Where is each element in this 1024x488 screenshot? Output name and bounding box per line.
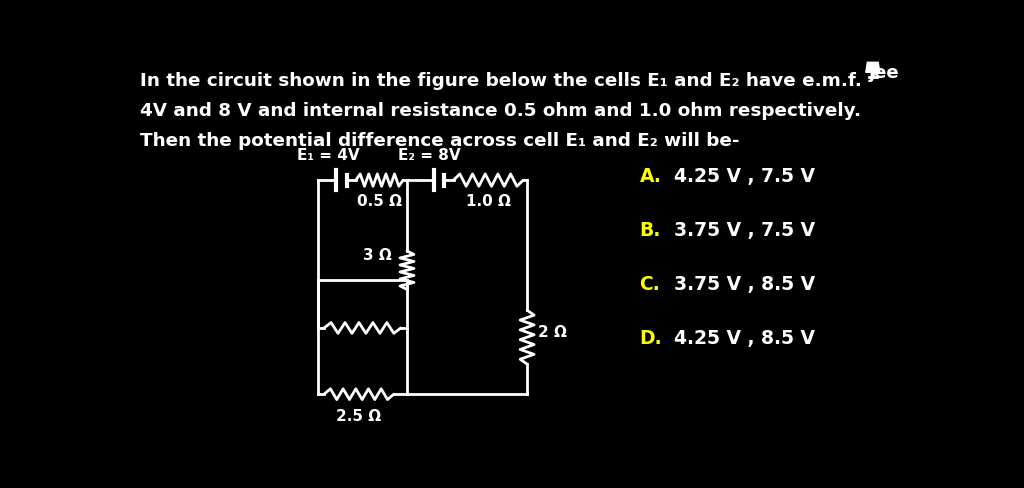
Text: E₂ = 8V: E₂ = 8V [398,148,461,163]
Text: Then the potential difference across cell E₁ and E₂ will be-: Then the potential difference across cel… [139,132,739,149]
Text: 4.25 V , 7.5 V: 4.25 V , 7.5 V [675,167,815,186]
Text: B.: B. [640,221,660,240]
Text: E₁ = 4V: E₁ = 4V [297,148,359,163]
Text: 4.25 V , 8.5 V: 4.25 V , 8.5 V [675,328,815,347]
Text: C.: C. [640,274,660,293]
Text: D.: D. [640,328,663,347]
Text: 2 Ω: 2 Ω [538,324,567,339]
Text: 3.75 V , 7.5 V: 3.75 V , 7.5 V [675,221,815,240]
Text: 0.5 Ω: 0.5 Ω [357,194,402,209]
Text: In the circuit shown in the figure below the cells E₁ and E₂ have e.m.f.: In the circuit shown in the figure below… [139,72,861,90]
Text: 3 Ω: 3 Ω [362,248,391,263]
Text: A.: A. [640,167,662,186]
Text: 1.0 Ω: 1.0 Ω [466,194,511,209]
Polygon shape [866,63,880,73]
Text: jee: jee [868,64,899,82]
Text: 2.5 Ω: 2.5 Ω [337,408,382,423]
Text: 3.75 V , 8.5 V: 3.75 V , 8.5 V [675,274,815,293]
Text: 4V and 8 V and internal resistance 0.5 ohm and 1.0 ohm respectively.: 4V and 8 V and internal resistance 0.5 o… [139,102,860,120]
